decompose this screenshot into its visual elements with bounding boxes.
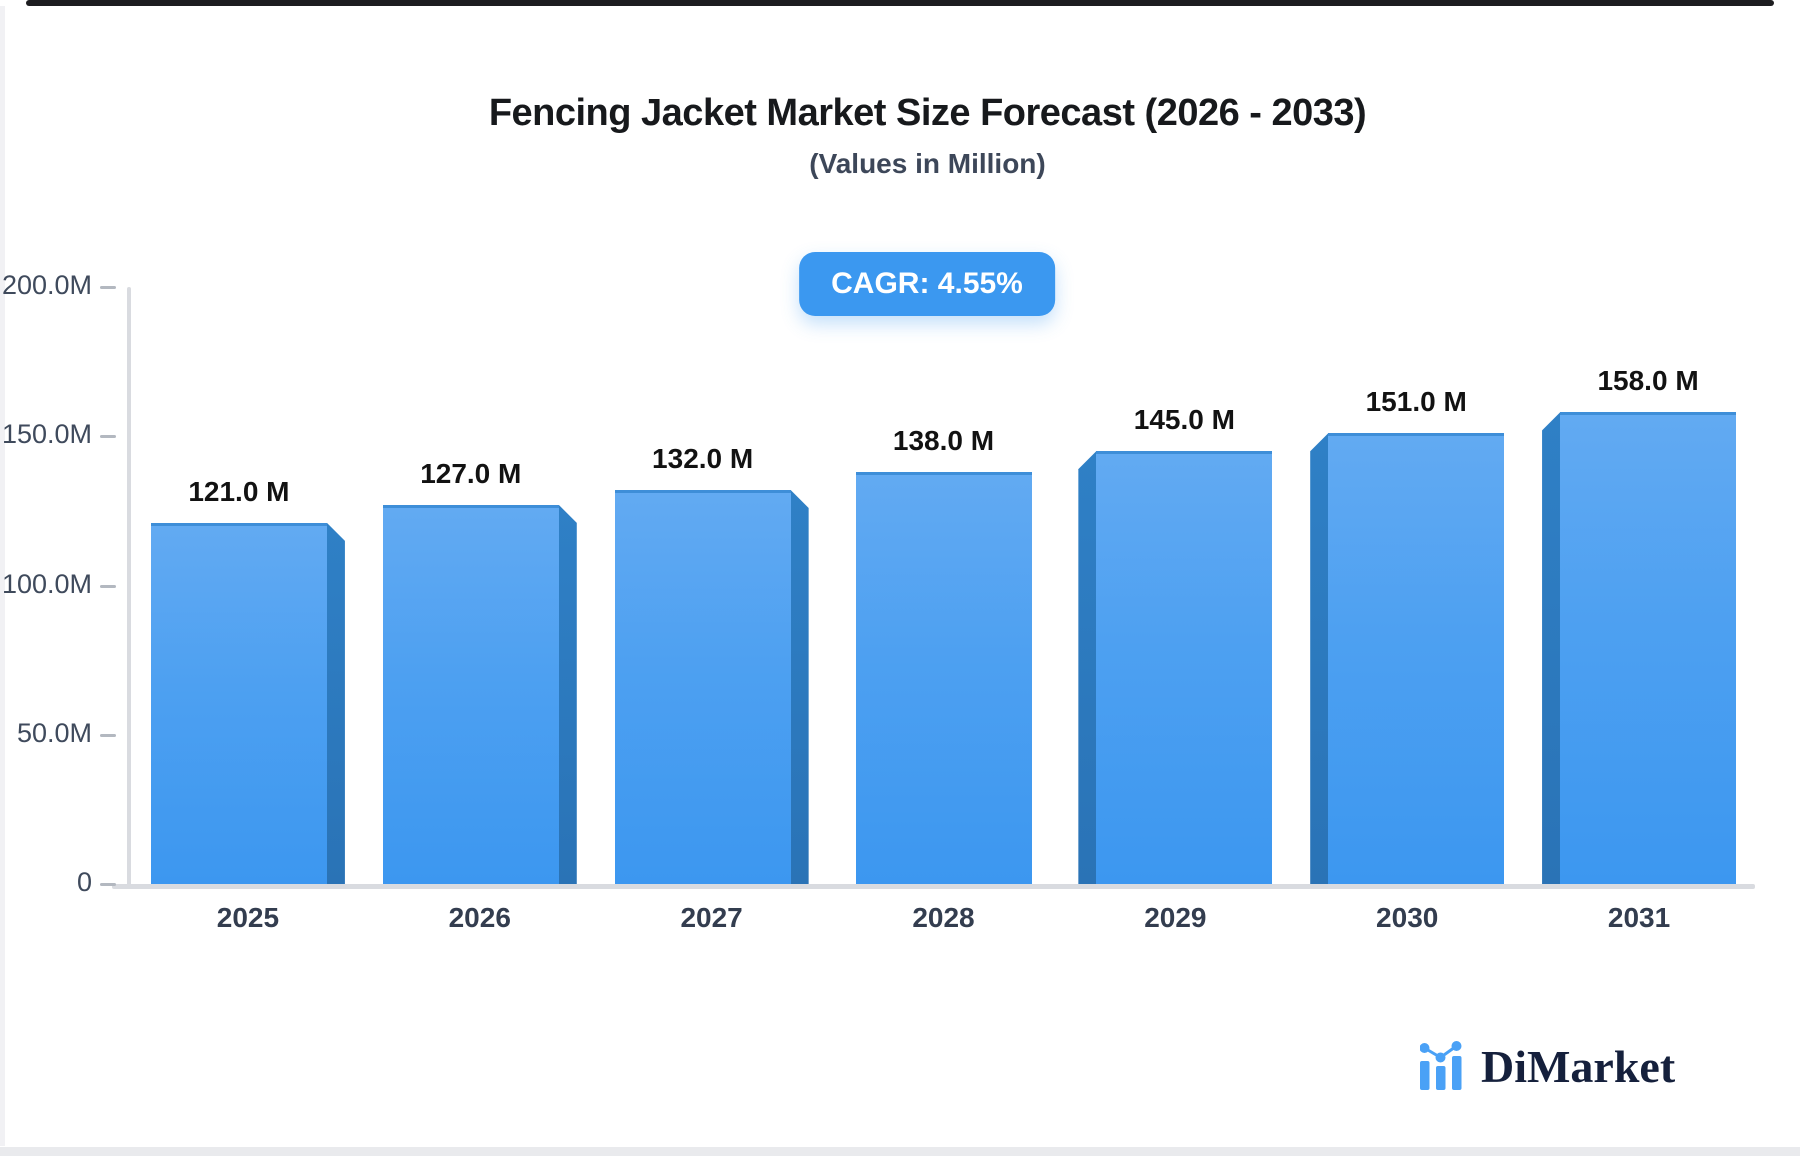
bar-value-label: 158.0 M: [1597, 365, 1699, 397]
y-tick-dash: [100, 584, 116, 588]
bar-2026: [382, 504, 559, 884]
bar-value-label: 132.0 M: [652, 442, 754, 474]
brand-logo-text: DiMarket: [1481, 1041, 1676, 1092]
x-category-label: 2030: [1376, 902, 1439, 933]
bar-value-label: 121.0 M: [188, 475, 290, 507]
bar-2030: [1328, 433, 1505, 884]
x-category-label: 2028: [912, 902, 975, 933]
bar-side-2026: [558, 504, 577, 884]
y-tick-dash: [100, 883, 116, 886]
bar-value-label: 138.0 M: [892, 425, 995, 457]
bar-value-label: 145.0 M: [1133, 404, 1235, 436]
y-tick-dash: [100, 286, 116, 289]
x-axis-line: [112, 884, 1755, 889]
bar-2025: [150, 522, 327, 884]
bar-2029: [1096, 451, 1273, 884]
x-category-label: 2027: [680, 902, 743, 933]
bar-side-2031: [1542, 412, 1561, 884]
bar-value-label: 151.0 M: [1365, 386, 1467, 418]
bar-side-2027: [790, 489, 809, 884]
y-tick-label: 100.0M: [1, 568, 92, 599]
window-edge-bottom: [0, 1147, 1800, 1156]
y-tick-label: 150.0M: [1, 419, 92, 450]
bar-side-2030: [1310, 433, 1329, 884]
bar-side-2029: [1078, 451, 1097, 884]
brand-logo: DiMarket: [1420, 1040, 1675, 1090]
bar-2027: [614, 489, 791, 884]
y-tick-label: 50.0M: [16, 717, 92, 748]
bar-line-chart-icon: [1420, 1041, 1462, 1090]
y-tick-label: 0: [76, 867, 92, 897]
x-category-label: 2025: [216, 902, 280, 933]
window-edge-left: [0, 6, 5, 1146]
bar-value-label: 127.0 M: [420, 457, 522, 489]
y-tick-dash: [100, 435, 116, 439]
window-edge-top: [26, 0, 1774, 6]
chart-title: Fencing Jacket Market Size Forecast (202…: [488, 92, 1367, 134]
x-category-label: 2029: [1144, 902, 1207, 933]
y-tick-label: 200.0M: [1, 270, 92, 300]
cagr-badge: CAGR: 4.55%: [799, 252, 1055, 316]
y-axis-line: [127, 287, 131, 889]
y-tick-dash: [100, 733, 116, 737]
bar-2028: [855, 472, 1032, 884]
bar-side-2025: [326, 522, 345, 884]
chart-subtitle: (Values in Million): [809, 148, 1046, 179]
x-category-label: 2031: [1607, 902, 1671, 933]
x-category-label: 2026: [448, 902, 511, 933]
bar-2031: [1560, 412, 1737, 884]
